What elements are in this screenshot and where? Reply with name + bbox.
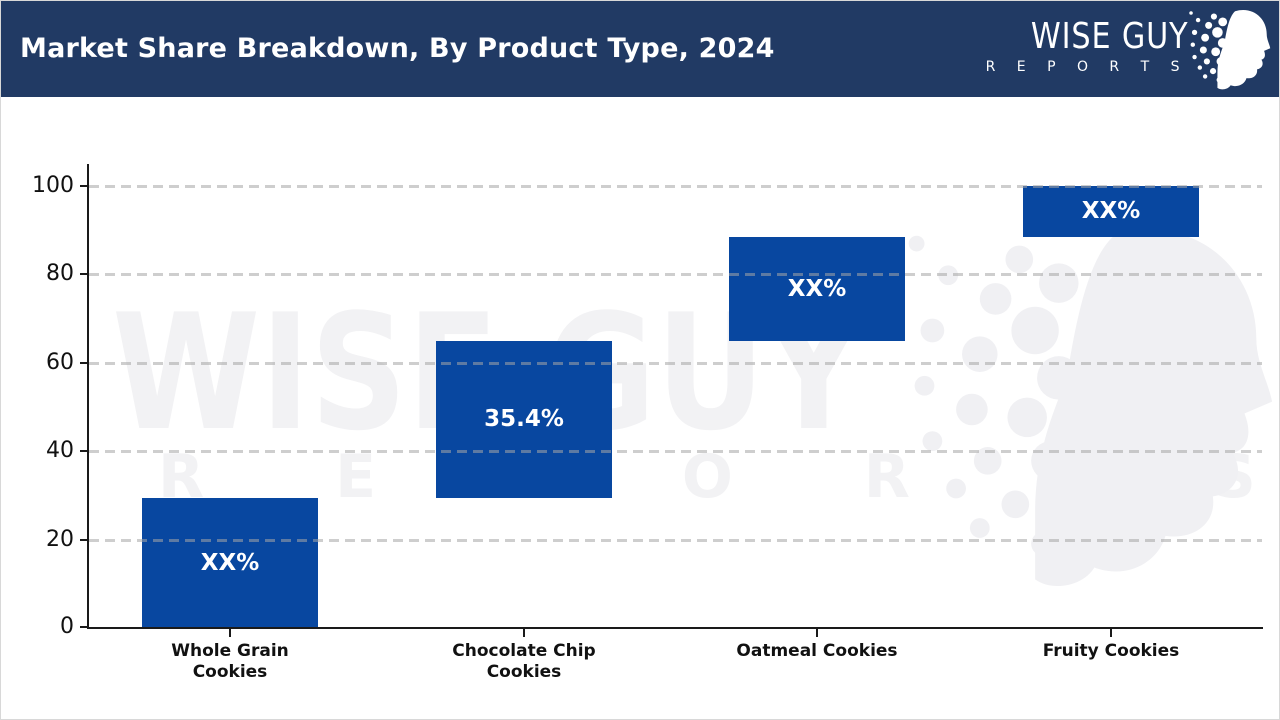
x-tick-mark (816, 629, 818, 637)
y-tick-label: 100 (32, 173, 74, 198)
y-tick-mark (80, 273, 87, 275)
bar-value-label: 35.4% (484, 406, 564, 433)
header-bar: Market Share Breakdown, By Product Type,… (0, 0, 1280, 97)
bar-value-label: XX% (200, 549, 260, 576)
waterfall-bar-oatmeal: XX% (729, 236, 905, 342)
y-tick-mark (80, 539, 87, 541)
brand-wordmark: WISE GUY (1030, 16, 1188, 57)
y-axis-line (87, 164, 89, 629)
y-tick-label: 80 (46, 261, 74, 286)
gridline-80 (89, 273, 1262, 276)
x-axis-line (87, 627, 1263, 629)
x-tick-label: Oatmeal Cookies (736, 641, 898, 661)
x-tick-label: Fruity Cookies (1042, 641, 1180, 661)
y-tick-label: 60 (46, 350, 74, 375)
brand-reports-label: R E P O R T S (985, 59, 1188, 75)
brand-logo: WISE GUY R E P O R T S (986, 3, 1272, 94)
page-title: Market Share Breakdown, By Product Type,… (20, 33, 775, 64)
y-tick-mark (80, 626, 87, 628)
y-tick-label: 0 (60, 614, 74, 639)
watermark-head-icon (908, 230, 1273, 587)
waterfall-bar-fruity: XX% (1023, 186, 1199, 237)
brand-head-icon (1189, 10, 1271, 90)
gridline-100 (89, 185, 1262, 188)
x-tick-label: Whole Grain Cookies (171, 641, 289, 683)
y-tick-mark (80, 185, 87, 187)
waterfall-bar-whole-grain: XX% (142, 497, 318, 628)
bar-value-label: XX% (787, 275, 847, 302)
x-tick-mark (229, 629, 231, 637)
gridline-20 (89, 539, 1262, 542)
x-tick-mark (523, 629, 525, 637)
x-tick-label: Chocolate Chip Cookies (452, 641, 596, 683)
gridline-40 (89, 450, 1262, 453)
y-tick-label: 20 (46, 527, 74, 552)
gridline-60 (89, 362, 1262, 365)
waterfall-bar-chocolate-chip: 35.4% (436, 341, 612, 498)
x-tick-mark (1110, 629, 1112, 637)
bar-value-label: XX% (1081, 198, 1141, 225)
y-tick-mark (80, 362, 87, 364)
y-tick-mark (80, 450, 87, 452)
y-tick-label: 40 (46, 438, 74, 463)
